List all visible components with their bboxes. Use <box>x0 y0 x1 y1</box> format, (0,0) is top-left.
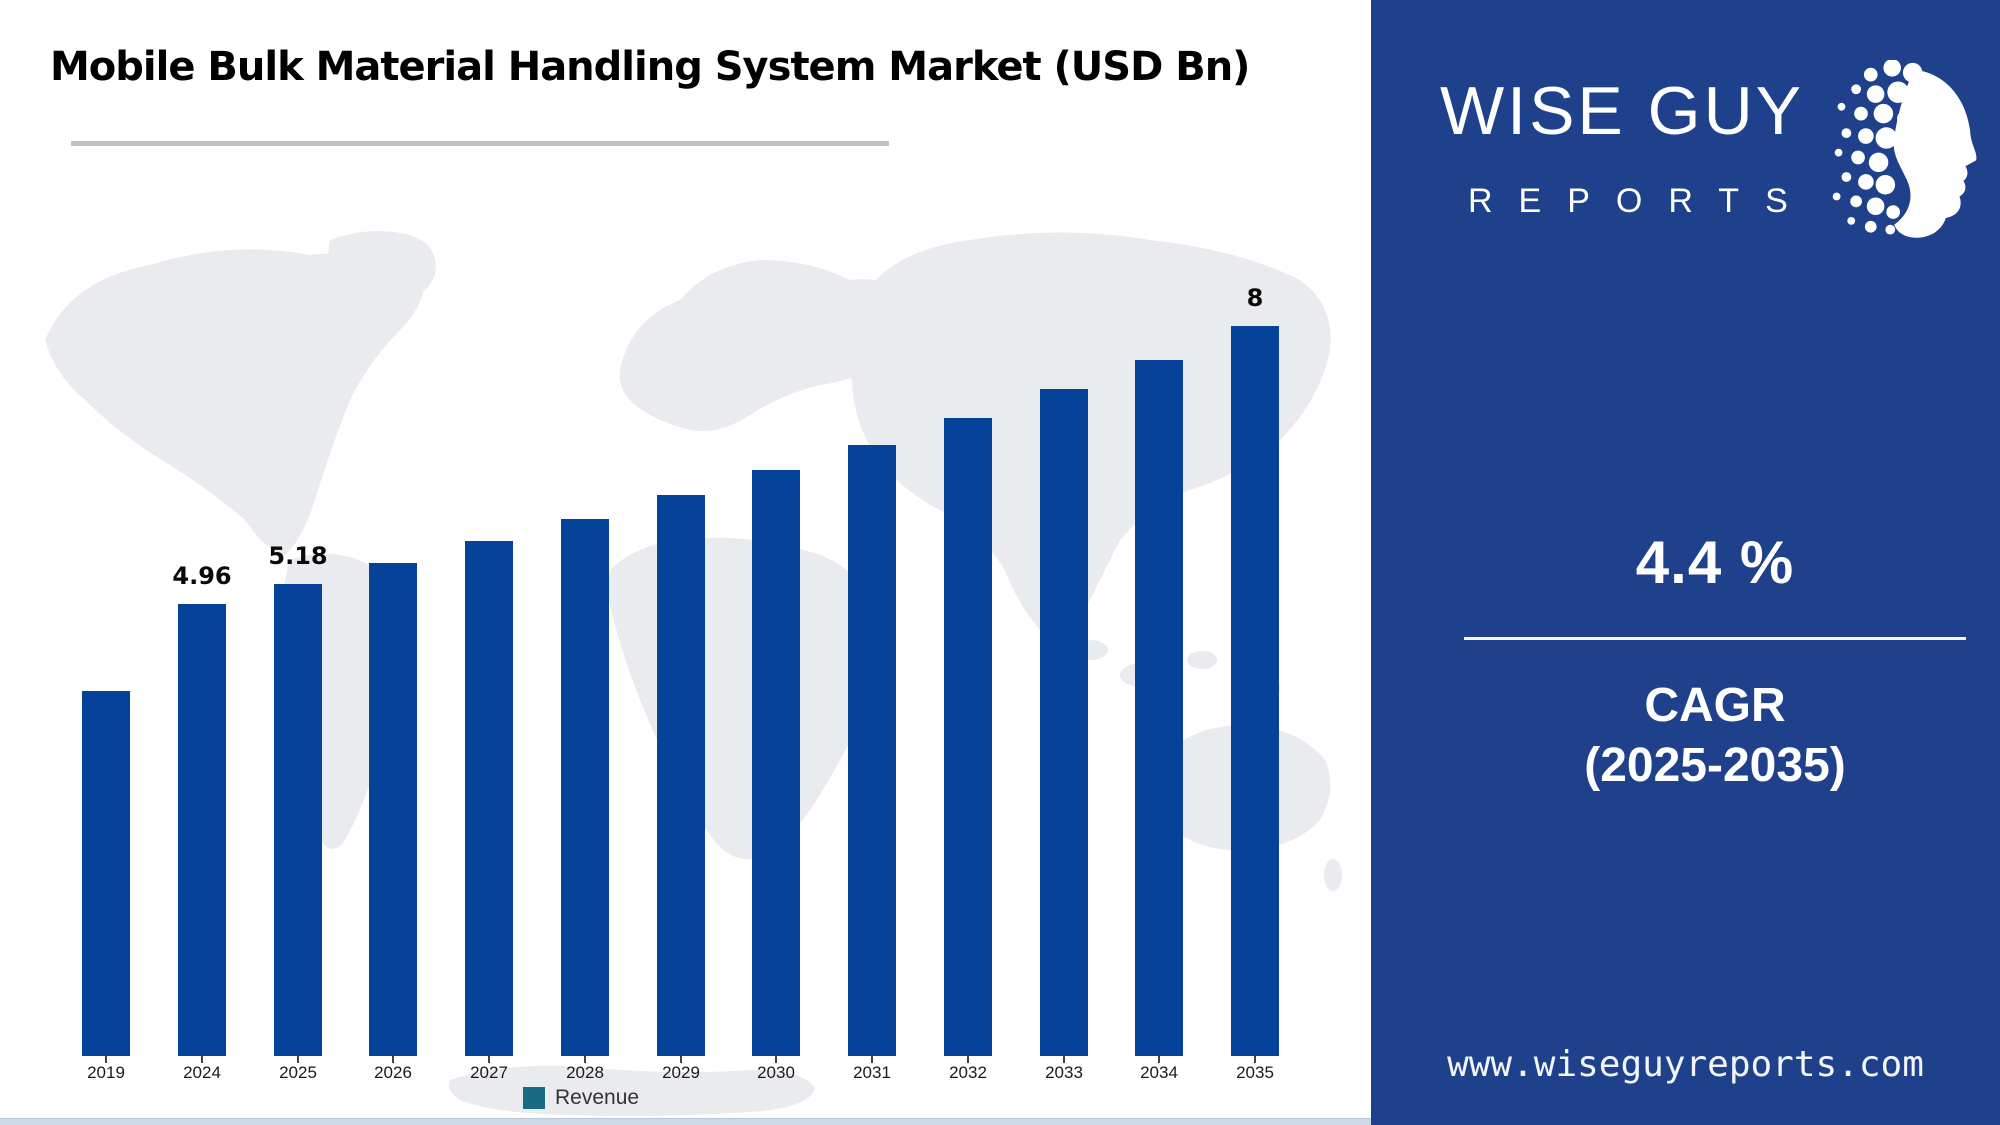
x-axis-tick-2029 <box>680 1056 682 1063</box>
legend-label: Revenue <box>555 1086 640 1109</box>
website-url: www.wiseguyreports.com <box>1447 1044 1924 1085</box>
x-axis-tick-2030 <box>775 1056 777 1063</box>
x-axis-tick-2019 <box>105 1056 107 1063</box>
x-axis-tick-2035 <box>1254 1056 1256 1063</box>
cagr-label: CAGR <box>1644 679 1786 732</box>
x-axis-tick-2032 <box>967 1056 969 1063</box>
bar-value-label-2025: 5.18 <box>268 542 328 570</box>
x-axis-label-2029: 2029 <box>662 1063 700 1082</box>
x-axis-tick-2024 <box>201 1056 203 1063</box>
bar-value-label-2024: 4.96 <box>172 562 232 590</box>
bar-2024 <box>178 604 226 1056</box>
bar-value-label-2035: 8 <box>1246 284 1264 312</box>
brand-side-panel: WISE GUY REPORTS 4.4 % CAGR (2025-2035) <box>1371 0 2000 1125</box>
dotted-head-profile-icon <box>1832 60 1977 238</box>
x-axis-label-2024: 2024 <box>183 1063 221 1082</box>
bottom-edge-strip <box>0 1118 1371 1125</box>
x-axis-tick-2033 <box>1063 1056 1065 1063</box>
bar-2034 <box>1135 360 1183 1056</box>
cagr-block: 4.4 % CAGR (2025-2035) <box>1420 528 2000 796</box>
page-title: Mobile Bulk Material Handling System Mar… <box>50 44 1250 90</box>
bar-2032 <box>944 418 992 1056</box>
bar-2028 <box>561 519 609 1056</box>
bar-2026 <box>369 563 417 1056</box>
x-axis-tick-2025 <box>297 1056 299 1063</box>
x-axis-label-2035: 2035 <box>1236 1063 1274 1082</box>
bar-2029 <box>657 495 705 1056</box>
bar-2019 <box>82 691 130 1056</box>
x-axis-tick-2026 <box>392 1056 394 1063</box>
bar-2027 <box>465 541 513 1056</box>
cagr-period: (2025-2035) <box>1584 739 1846 792</box>
chart-legend: Revenue <box>523 1086 639 1110</box>
x-axis-label-2028: 2028 <box>566 1063 604 1082</box>
bar-2033 <box>1040 389 1088 1056</box>
x-axis-label-2030: 2030 <box>757 1063 795 1082</box>
x-axis-label-2033: 2033 <box>1045 1063 1083 1082</box>
bar-2031 <box>848 445 896 1056</box>
x-axis-label-2026: 2026 <box>374 1063 412 1082</box>
x-axis-tick-2034 <box>1158 1056 1160 1063</box>
bar-2025 <box>274 584 322 1056</box>
x-axis-tick-2027 <box>488 1056 490 1063</box>
title-divider <box>71 141 889 146</box>
x-axis-label-2034: 2034 <box>1140 1063 1178 1082</box>
legend-marker-swatch <box>523 1087 545 1109</box>
logo-wordmark-line1: WISE GUY <box>1440 73 1805 149</box>
x-axis-tick-2031 <box>871 1056 873 1063</box>
x-axis-label-2019: 2019 <box>87 1063 125 1082</box>
x-axis-label-2025: 2025 <box>279 1063 317 1082</box>
x-axis-label-2032: 2032 <box>949 1063 987 1082</box>
logo-wordmark-line2: REPORTS <box>1468 182 1814 220</box>
bar-2030 <box>752 470 800 1056</box>
cagr-divider <box>1464 637 1966 640</box>
x-axis-tick-2028 <box>584 1056 586 1063</box>
x-axis-label-2031: 2031 <box>853 1063 891 1082</box>
bar-2035 <box>1231 326 1279 1056</box>
cagr-value: 4.4 % <box>1635 529 1795 596</box>
x-axis-label-2027: 2027 <box>470 1063 508 1082</box>
